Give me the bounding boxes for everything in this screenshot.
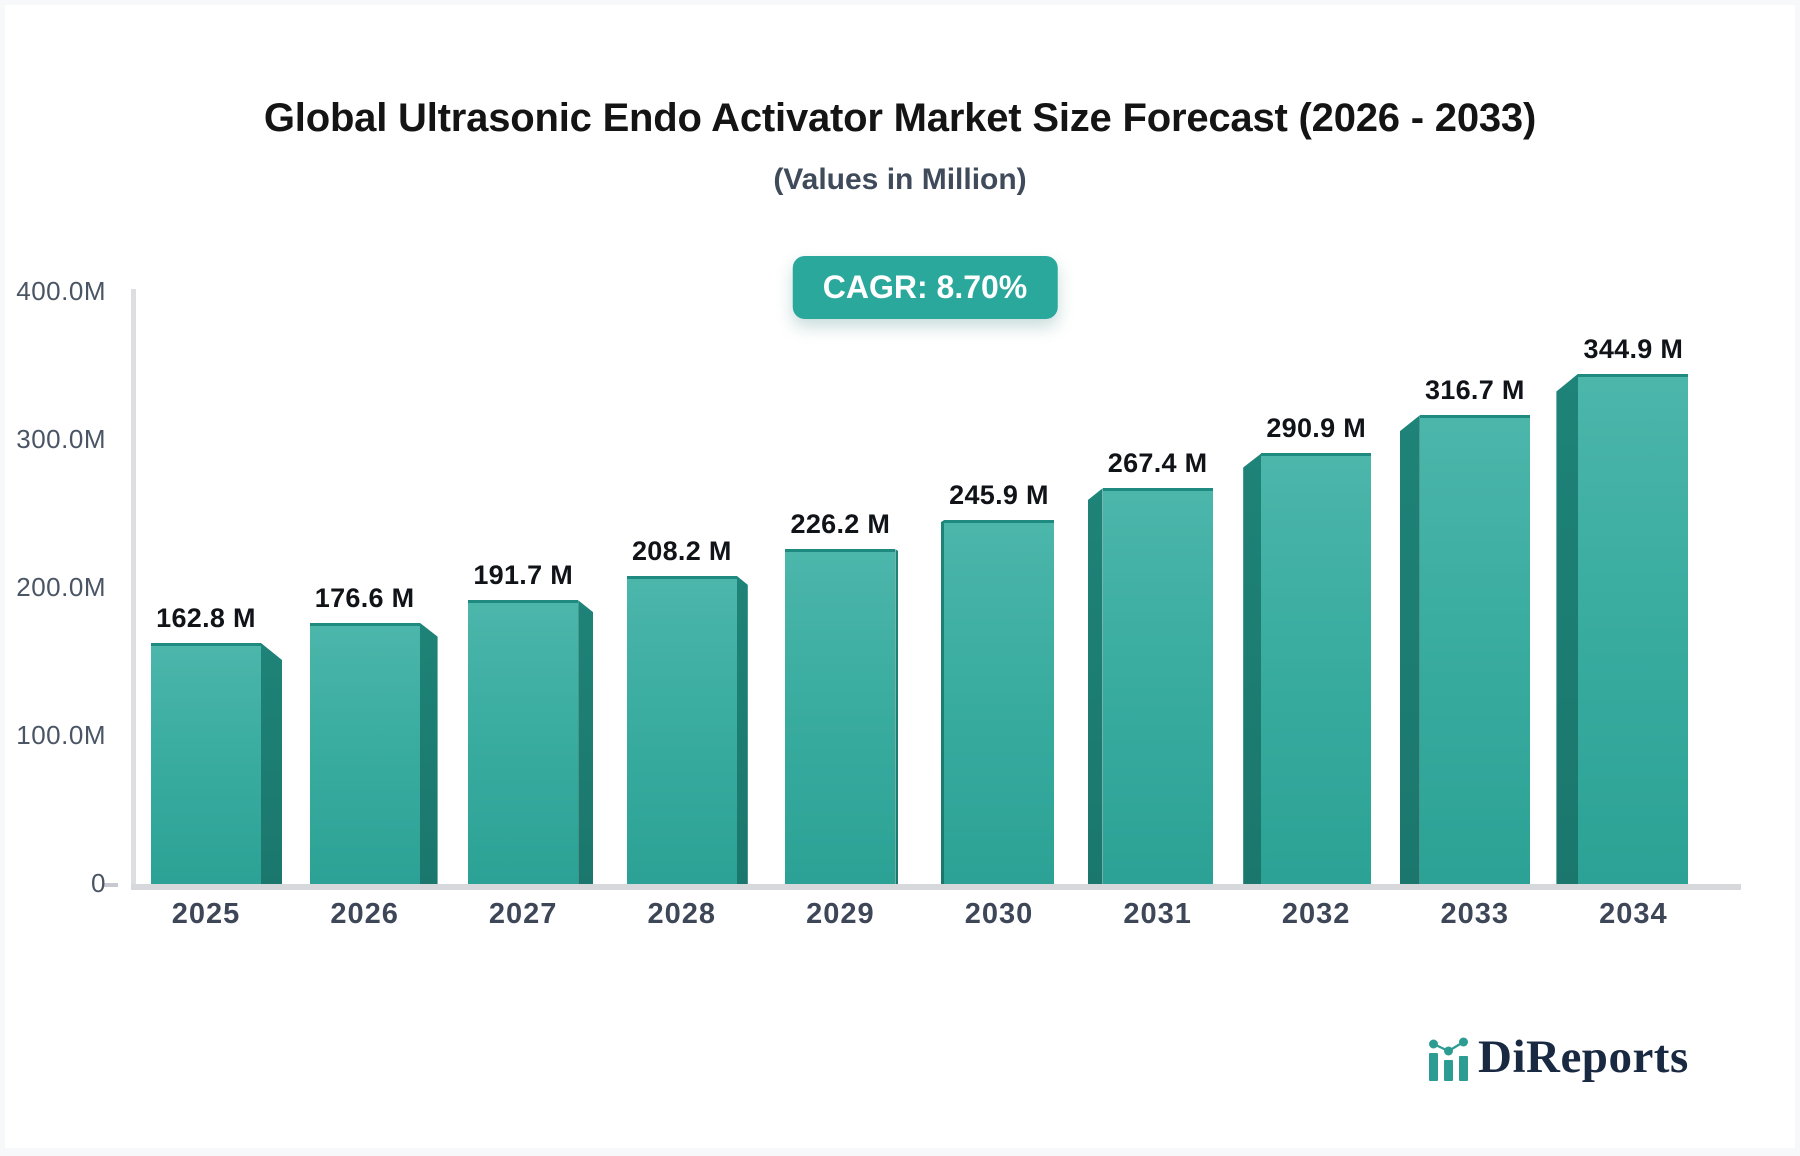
bar-value-label-2034: 344.9 M (1583, 333, 1684, 364)
bar-side-2030 (941, 520, 944, 884)
x-tick-label-2031: 2031 (1123, 898, 1192, 930)
x-axis-line (131, 884, 1741, 890)
bar-2030 (944, 520, 1054, 884)
x-tick-label-2029: 2029 (806, 898, 875, 930)
x-tick-label-2032: 2032 (1281, 898, 1351, 930)
x-tick-label-2030: 2030 (964, 898, 1034, 930)
direports-logo: DiReports (1428, 1034, 1689, 1081)
bar-2033 (1419, 415, 1530, 884)
logo-text: DiReports (1478, 1031, 1689, 1083)
y-tick-label-0: 0 (91, 868, 106, 898)
bar-value-label-2032: 290.9 M (1266, 413, 1367, 444)
x-tick-label-2033: 2033 (1440, 898, 1510, 930)
bar-2025 (151, 643, 261, 884)
x-tick-label-2026: 2026 (330, 898, 399, 930)
bar-value-label-2025: 162.8 M (156, 603, 256, 634)
y-tick-label-400.0M: 400.0M (16, 276, 106, 306)
y-tick-label-200.0M: 200.0M (16, 572, 106, 602)
bar-2029 (785, 549, 896, 884)
bar-2028 (626, 575, 737, 884)
x-tick-label-2034: 2034 (1599, 898, 1668, 930)
zero-tick-mark (103, 883, 118, 887)
bar-2032 (1261, 453, 1372, 884)
bar-2034 (1578, 373, 1689, 884)
y-axis-line (131, 289, 136, 889)
x-tick-label-2027: 2027 (488, 898, 558, 930)
bar-value-label-2026: 176.6 M (314, 582, 415, 613)
bar-2026 (309, 622, 420, 884)
bar-value-label-2027: 191.7 M (473, 560, 574, 591)
chart-title: Global Ultrasonic Endo Activator Market … (263, 96, 1537, 140)
bar-side-2026 (419, 622, 438, 884)
bar-side-2032 (1243, 453, 1262, 884)
y-tick-label-300.0M: 300.0M (16, 424, 106, 454)
x-tick-label-2028: 2028 (647, 898, 717, 930)
bar-side-2027 (578, 600, 594, 884)
bar-side-2028 (736, 575, 748, 884)
bar-value-label-2029: 226.2 M (790, 509, 891, 540)
bar-side-2029 (895, 549, 899, 884)
bar-value-label-2028: 208.2 M (631, 535, 732, 566)
bar-chart-logo-icon (1429, 1037, 1468, 1081)
bar-value-label-2031: 267.4 M (1107, 448, 1208, 479)
bar-side-2031 (1087, 488, 1103, 884)
y-tick-label-100.0M: 100.0M (16, 720, 106, 750)
x-tick-label-2025: 2025 (171, 898, 241, 930)
cagr-badge: CAGR: 8.70% (792, 256, 1058, 319)
bar-side-2034 (1556, 373, 1579, 884)
bar-value-label-2030: 245.9 M (949, 480, 1049, 511)
bar-side-2033 (1399, 415, 1420, 884)
bar-2031 (1102, 488, 1213, 884)
bar-side-2025 (261, 643, 282, 884)
bar-2027 (468, 600, 579, 884)
chart-subtitle: (Values in Million) (773, 163, 1027, 196)
bar-value-label-2033: 316.7 M (1424, 375, 1525, 406)
